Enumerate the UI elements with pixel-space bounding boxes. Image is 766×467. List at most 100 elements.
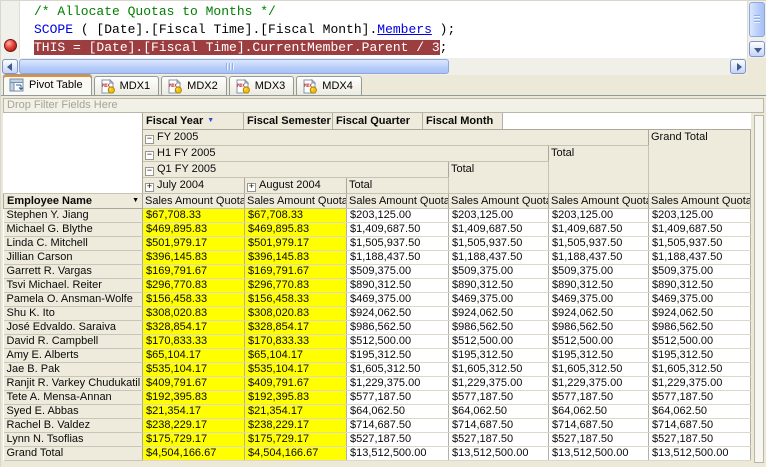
table-row: Michael G. Blythe $469,895.83 $469,895.83 $… [3, 222, 752, 237]
quota-cell: $890,312.50 [448, 278, 549, 293]
pivot-vertical-scrollbar-track[interactable] [754, 115, 764, 463]
column-field-fiscal-year[interactable]: Fiscal Year ▼ [143, 113, 244, 128]
column-header-quarter-total[interactable]: Total [346, 176, 449, 194]
expand-icon[interactable]: + [247, 181, 256, 192]
grand-total-row: Grand Total $4,504,166.67 $4,504,166.67 $13… [3, 446, 752, 461]
row-header[interactable]: Rachel B. Valdez [3, 418, 143, 433]
row-header[interactable]: Grand Total [3, 446, 143, 461]
row-header[interactable]: Tsvi Michael. Reiter [3, 278, 143, 293]
row-header[interactable]: Stephen Y. Jiang [3, 208, 143, 223]
expand-icon[interactable]: + [145, 181, 154, 192]
measure-header: Sales Amount Quota [448, 192, 549, 209]
row-header[interactable]: Shu K. Ito [3, 306, 143, 321]
code-text[interactable]: /* Allocate Quotas to Months */ SCOPE ( … [20, 1, 747, 58]
pivot-body: Stephen Y. Jiang $67,708.33 $67,708.33 $203… [3, 208, 752, 461]
row-header[interactable]: Jae B. Pak [3, 362, 143, 377]
tab-mdx4[interactable]: MDX MDX4 [296, 76, 362, 95]
row-header[interactable]: Syed E. Abbas [3, 404, 143, 419]
quota-cell: $1,409,687.50 [648, 222, 752, 237]
quota-cell: $156,458.33 [142, 292, 245, 307]
row-field-employee-name[interactable]: Employee Name ▼ [3, 192, 143, 209]
column-header-july-2004[interactable]: + July 2004 [142, 176, 245, 194]
column-header-year-total[interactable]: Total [548, 144, 649, 194]
quota-cell: $509,375.00 [548, 264, 649, 279]
table-row: Stephen Y. Jiang $67,708.33 $67,708.33 $203… [3, 208, 752, 223]
column-fields-row: Fiscal Year ▼ Fiscal Semester Fiscal Quarte… [3, 113, 751, 194]
scroll-right-button[interactable] [730, 59, 746, 74]
quota-cell: $13,512,500.00 [548, 446, 649, 461]
collapse-icon[interactable]: − [145, 133, 154, 144]
pivot-table: Fiscal Year ▼ Fiscal Semester Fiscal Quarte… [3, 113, 752, 461]
quota-cell: $1,605,312.50 [448, 362, 549, 377]
tab-mdx1[interactable]: MDX MDX1 [93, 76, 160, 95]
quota-cell: $512,500.00 [448, 334, 549, 349]
tab-mdx3[interactable]: MDX MDX3 [228, 76, 295, 95]
collapse-icon[interactable]: − [145, 149, 154, 160]
quota-cell: $1,605,312.50 [346, 362, 449, 377]
row-header[interactable]: Pamela O. Ansman-Wolfe [3, 292, 143, 307]
quota-cell: $238,229.17 [244, 418, 347, 433]
quota-cell: $308,020.83 [244, 306, 347, 321]
quota-cell: $1,229,375.00 [448, 376, 549, 391]
column-header-quarter[interactable]: − Q1 FY 2005 [142, 160, 449, 178]
column-field-fiscal-month[interactable]: Fiscal Month [423, 113, 503, 128]
row-header[interactable]: Amy E. Alberts [3, 348, 143, 363]
tab-label: MDX2 [187, 80, 218, 92]
breakpoint-icon[interactable] [4, 39, 17, 52]
column-header-grand-total[interactable]: Grand Total [647, 128, 752, 194]
quota-cell: $308,020.83 [142, 306, 245, 321]
members-function-link[interactable]: Members [377, 22, 432, 37]
table-row: Rachel B. Valdez $238,229.17 $238,229.17 $7… [3, 418, 752, 433]
quota-cell: $195,312.50 [648, 348, 752, 363]
measure-header: Sales Amount Quota [142, 192, 245, 209]
measure-header: Sales Amount Quota [548, 192, 649, 209]
quota-cell: $65,104.17 [244, 348, 347, 363]
row-header[interactable]: Garrett R. Vargas [3, 264, 143, 279]
quota-cell: $986,562.50 [648, 320, 752, 335]
table-row: Shu K. Ito $308,020.83 $308,020.83 $924,062… [3, 306, 752, 321]
drop-filter-fields-zone[interactable]: Drop Filter Fields Here [3, 98, 764, 113]
editor-vertical-scrollbar[interactable] [747, 1, 766, 58]
table-row: Jae B. Pak $535,104.17 $535,104.17 $1,605,3… [3, 362, 752, 377]
row-header[interactable]: José Edvaldo. Saraiva [3, 320, 143, 335]
tab-pivot-table[interactable]: Pivot Table [3, 74, 92, 95]
tab-label: MDX1 [119, 80, 151, 92]
column-header-fiscal-year[interactable]: − FY 2005 [142, 128, 649, 146]
quota-cell: $1,229,375.00 [346, 376, 449, 391]
editor-gutter[interactable] [1, 1, 20, 58]
quota-cell: $714,687.50 [648, 418, 752, 433]
quota-cell: $203,125.00 [648, 208, 752, 223]
field-label: Fiscal Semester [247, 114, 331, 127]
tab-label: MDX4 [322, 80, 353, 92]
column-header-august-2004[interactable]: + August 2004 [244, 176, 347, 194]
scroll-left-button[interactable] [2, 59, 18, 74]
editor-horizontal-scrollbar[interactable] [1, 58, 747, 75]
dropdown-icon[interactable]: ▼ [132, 197, 139, 204]
quota-cell: $1,188,437.50 [448, 250, 549, 265]
quota-cell: $527,187.50 [648, 432, 752, 447]
row-header[interactable]: Jillian Carson [3, 250, 143, 265]
table-row: Tsvi Michael. Reiter $296,770.83 $296,770.… [3, 278, 752, 293]
row-header[interactable]: Lynn N. Tsoflias [3, 432, 143, 447]
quota-cell: $1,188,437.50 [648, 250, 752, 265]
vertical-scrollbar-thumb[interactable] [749, 2, 765, 37]
row-header[interactable]: Ranjit R. Varkey Chudukatil [3, 376, 143, 391]
row-header[interactable]: Linda C. Mitchell [3, 236, 143, 251]
collapse-icon[interactable]: − [145, 165, 154, 176]
column-header-semester-total[interactable]: Total [448, 160, 549, 194]
quota-cell: $512,500.00 [648, 334, 752, 349]
mdx-script-editor[interactable]: /* Allocate Quotas to Months */ SCOPE ( … [1, 1, 766, 58]
row-header[interactable]: Michael G. Blythe [3, 222, 143, 237]
horizontal-scrollbar-thumb[interactable] [19, 59, 449, 74]
row-header[interactable]: David R. Campbell [3, 334, 143, 349]
scroll-down-button[interactable] [749, 41, 765, 57]
table-row: Syed E. Abbas $21,354.17 $21,354.17 $64,062… [3, 404, 752, 419]
dropdown-icon[interactable]: ▼ [207, 117, 215, 125]
table-row: Ranjit R. Varkey Chudukatil $409,791.67 $4… [3, 376, 752, 391]
row-header[interactable]: Tete A. Mensa-Annan [3, 390, 143, 405]
column-field-fiscal-quarter[interactable]: Fiscal Quarter [333, 113, 423, 128]
mdx-query-icon: MDX [100, 78, 116, 94]
column-header-semester[interactable]: − H1 FY 2005 [142, 144, 549, 162]
column-field-fiscal-semester[interactable]: Fiscal Semester [244, 113, 333, 128]
tab-mdx2[interactable]: MDX MDX2 [161, 76, 227, 95]
